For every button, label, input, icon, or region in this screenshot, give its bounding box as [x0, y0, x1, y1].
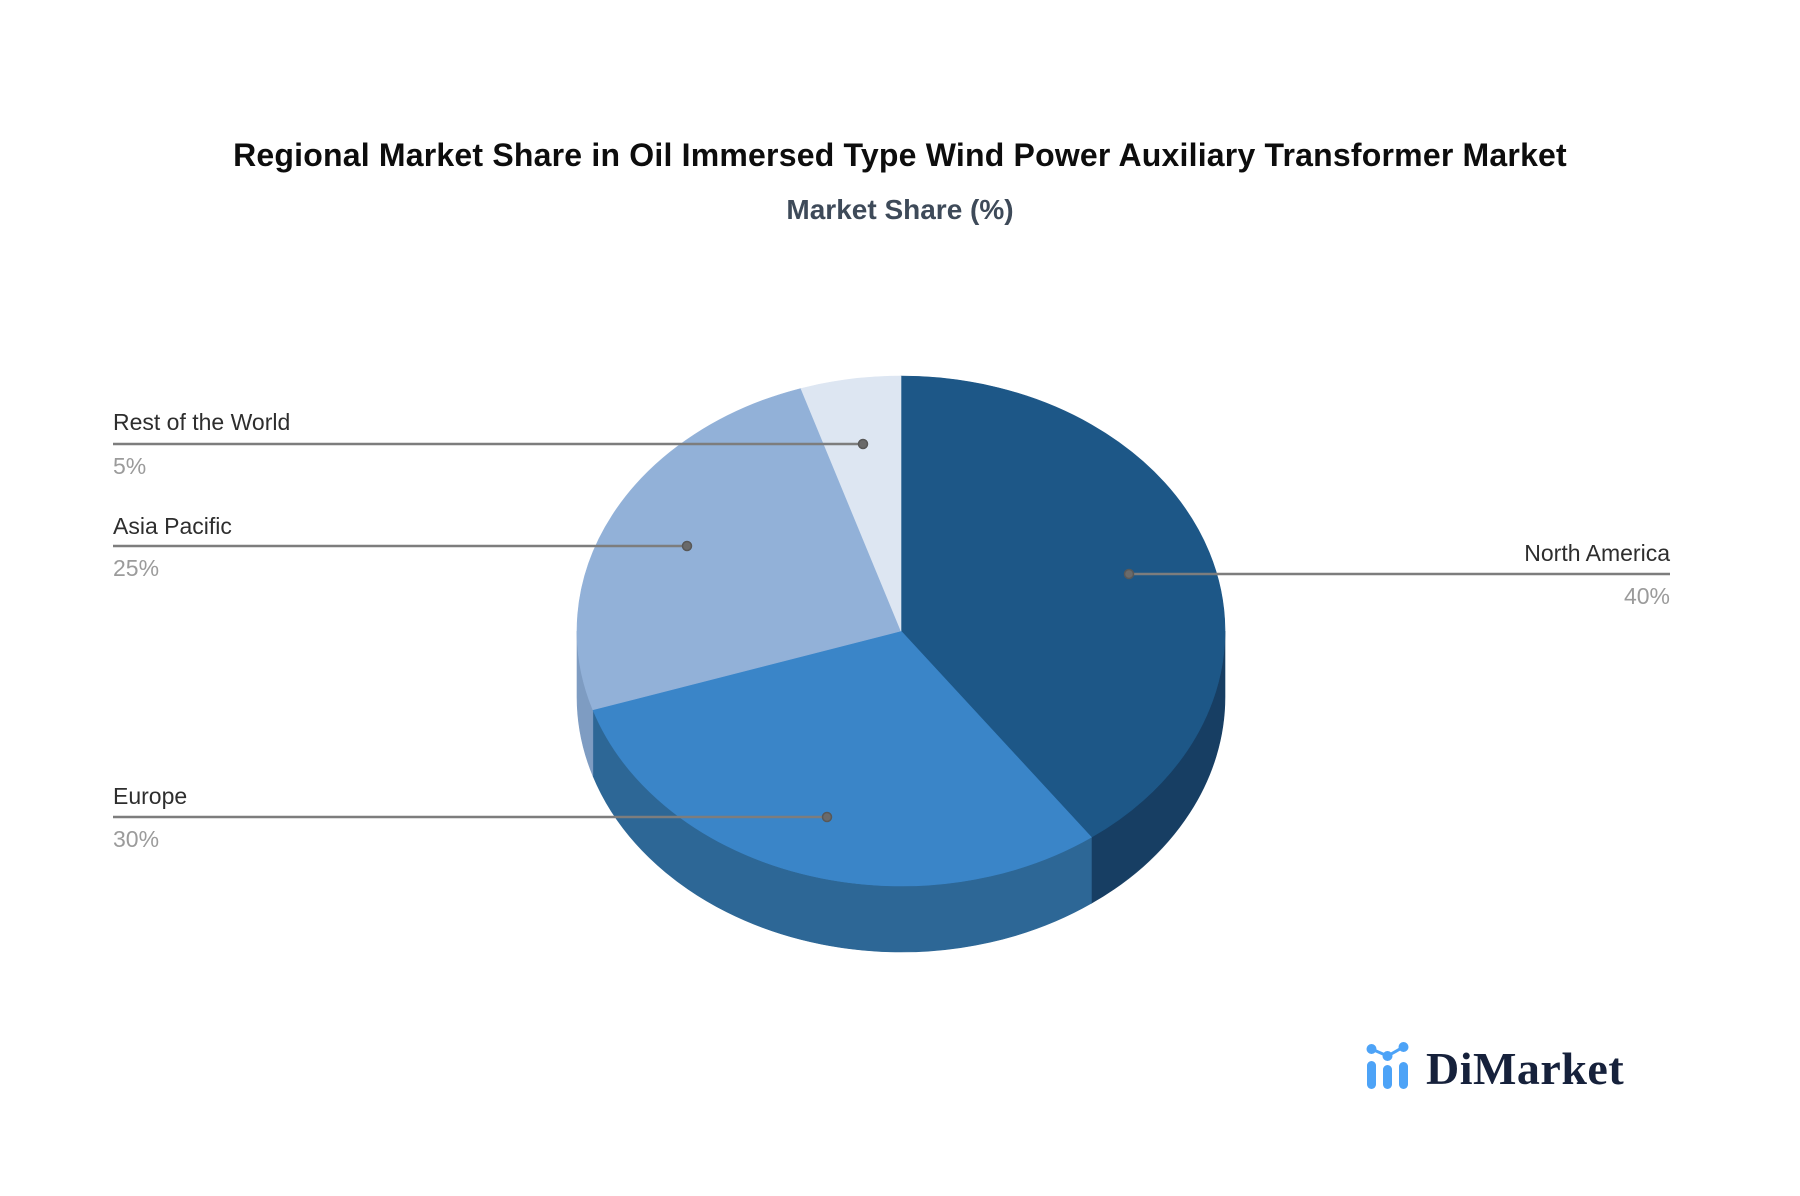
bar-line-chart-icon — [1366, 1042, 1409, 1089]
leader-dot-rest-of-the-world — [857, 438, 869, 450]
pie-slice-rest-of-the-world — [800, 375, 902, 632]
pie-slice-north-america — [900, 375, 1226, 838]
pie-slices — [576, 375, 1226, 887]
leader-dot-europe — [821, 811, 833, 823]
callout-label-asia-pacific: Asia Pacific — [113, 513, 232, 539]
callout-value-north-america: 40% — [1623, 583, 1670, 609]
leader-dot-north-america — [1123, 568, 1135, 580]
pie-slice-asia-pacific — [576, 388, 902, 711]
callout-value-europe: 30% — [113, 826, 160, 852]
brand-logo: DiMarket — [1366, 1036, 1624, 1092]
leader-dot-asia-pacific — [681, 540, 693, 552]
callout-label-north-america: North America — [1524, 540, 1670, 566]
callout-label-rest-of-world: Rest of the World — [113, 409, 291, 435]
leader-lines — [113, 438, 1670, 823]
callout-value-asia-pacific: 25% — [113, 555, 160, 581]
brand-logo-text: DiMarket — [1426, 1043, 1625, 1094]
callout-value-rest-of-world: 5% — [113, 453, 147, 479]
callout-label-europe: Europe — [113, 783, 188, 809]
chart-subtitle: Market Share (%) — [786, 194, 1014, 225]
chart-title: Regional Market Share in Oil Immersed Ty… — [233, 137, 1567, 173]
pie-slice-europe — [592, 630, 1092, 887]
